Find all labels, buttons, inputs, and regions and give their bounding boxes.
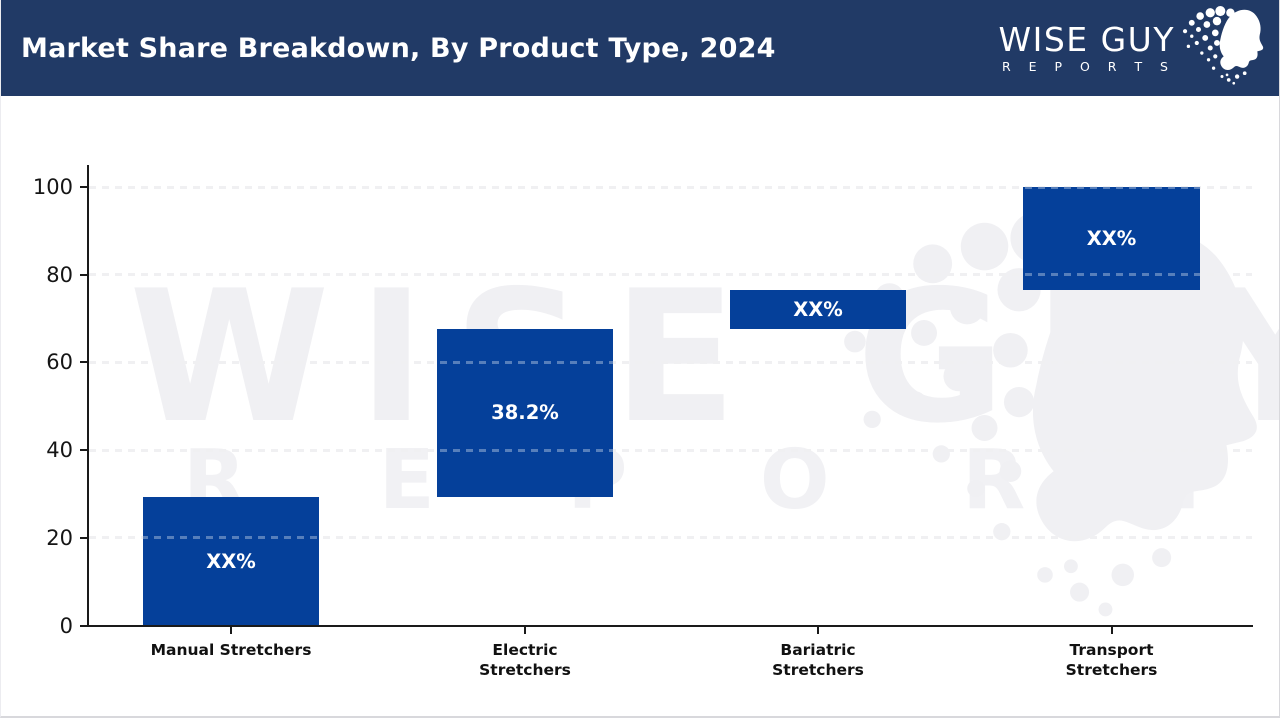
y-tick-label: 40	[46, 438, 73, 463]
category-label: Transport Stretchers	[1065, 641, 1158, 679]
category-label: Bariatric Stretchers	[772, 641, 864, 679]
y-tick-label: 20	[46, 525, 73, 550]
gridline-overlay	[89, 536, 1252, 540]
brand-logo: WISE GUY R E P O R T S	[998, 6, 1265, 90]
logo-face-icon	[1179, 6, 1265, 90]
logo-line2: R E P O R T S	[1001, 58, 1175, 74]
logo-wordmark: WISE GUY R E P O R T S	[998, 23, 1175, 74]
bar-transport-stretchers: XX%	[1023, 187, 1200, 291]
page-title: Market Share Breakdown, By Product Type,…	[21, 32, 776, 64]
x-tick-mark	[817, 627, 819, 634]
logo-line1: WISE GUY	[998, 19, 1175, 59]
gridline	[89, 273, 1252, 277]
gridline-overlay	[89, 448, 1252, 452]
gridline	[89, 360, 1252, 364]
y-tick-mark	[80, 273, 88, 276]
bar-electric-stretchers: 38.2%	[436, 329, 614, 497]
category-label: Manual Stretchers	[150, 641, 312, 659]
y-tick-mark	[80, 449, 88, 452]
gridline-overlay	[89, 360, 1252, 364]
gridline	[89, 536, 1252, 540]
bar-value-label: XX%	[1086, 227, 1137, 251]
gridline-overlay	[89, 185, 1252, 189]
y-tick-mark	[80, 536, 88, 539]
x-tick-mark	[524, 627, 526, 634]
header: Market Share Breakdown, By Product Type,…	[1, 0, 1279, 96]
bar-value-label: XX%	[206, 549, 256, 573]
y-tick-label: 60	[46, 350, 73, 375]
y-tick-label: 0	[59, 613, 73, 638]
bar-bariatric-stretchers: XX%	[729, 290, 907, 330]
x-tick-mark	[230, 627, 232, 634]
x-axis-spine	[87, 625, 1253, 627]
bar-value-label: XX%	[793, 298, 843, 322]
y-tick-mark	[80, 361, 88, 364]
bar-manual-stretchers: XX%	[142, 496, 320, 626]
y-tick-label: 100	[32, 175, 73, 199]
x-tick-mark	[1110, 627, 1113, 634]
gridline-overlay	[89, 273, 1252, 277]
y-axis-spine	[87, 165, 89, 627]
gridline	[89, 448, 1252, 452]
y-tick-mark	[80, 624, 88, 627]
gridline	[89, 185, 1252, 189]
y-tick-mark	[80, 186, 88, 188]
bar-value-label: 38.2%	[491, 401, 559, 425]
y-tick-label: 80	[46, 262, 73, 287]
category-label: Electric Stretchers	[479, 641, 571, 679]
